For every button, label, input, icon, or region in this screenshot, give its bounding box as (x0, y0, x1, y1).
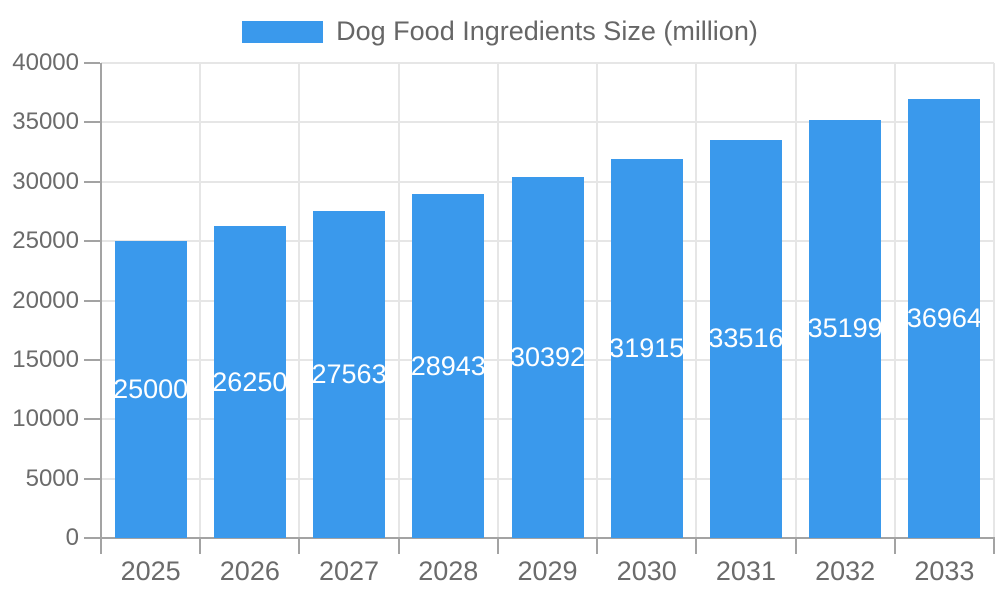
bar-value-label: 26250 (212, 366, 288, 397)
x-tick-mark (596, 538, 599, 554)
y-tick-mark (84, 358, 100, 361)
x-gridline (397, 63, 400, 538)
y-gridline (101, 121, 994, 124)
y-tick-label: 10000 (12, 405, 79, 433)
y-tick-label: 35000 (12, 108, 79, 136)
x-tick-mark (993, 538, 995, 554)
x-gridline (496, 63, 499, 538)
x-axis-category-label: 2032 (815, 556, 876, 586)
x-axis-category-label: 2025 (120, 556, 181, 586)
x-tick-mark (100, 538, 102, 554)
x-tick-mark (199, 538, 202, 554)
x-tick-mark (298, 538, 301, 554)
y-tick-mark (84, 180, 100, 183)
bar-value-label: 30392 (509, 342, 586, 373)
bar-value-label: 35199 (807, 313, 883, 344)
x-gridline (794, 63, 797, 538)
bar[interactable]: 31915 (609, 159, 685, 538)
x-tick-mark (695, 538, 698, 554)
bar-value-label: 36964 (906, 303, 982, 334)
bar-value-label: 27563 (311, 358, 387, 389)
x-axis-line (100, 537, 995, 539)
y-tick-mark (84, 418, 100, 421)
bar[interactable]: 36964 (906, 99, 982, 538)
y-tick-label: 25000 (12, 227, 79, 255)
bar[interactable]: 26250 (212, 226, 288, 538)
x-axis-category-label: 2030 (616, 556, 677, 586)
legend-item[interactable]: Dog Food Ingredients Size (million) (0, 18, 1000, 45)
bar-value-label: 31915 (609, 332, 685, 363)
y-tick-label: 0 (65, 524, 79, 551)
y-gridline (101, 62, 994, 64)
y-tick-label: 20000 (12, 286, 79, 314)
x-axis-category-label: 2031 (715, 556, 776, 586)
x-axis-category-label: 2028 (418, 556, 479, 586)
x-tick-mark (397, 538, 400, 554)
bar[interactable]: 25000 (113, 241, 189, 538)
y-tick-mark (84, 537, 100, 539)
bar-value-label: 25000 (113, 374, 189, 405)
x-gridline (695, 63, 698, 538)
y-tick-label: 15000 (12, 345, 79, 373)
y-tick-mark (84, 62, 100, 64)
bar[interactable]: 28943 (410, 194, 486, 538)
y-tick-mark (84, 121, 100, 124)
bar-value-label: 33516 (708, 323, 784, 354)
x-gridline (596, 63, 599, 538)
bar[interactable]: 33516 (708, 139, 784, 538)
x-gridline (199, 63, 202, 538)
bar[interactable]: 30392 (509, 177, 586, 538)
legend-swatch-icon (242, 20, 324, 43)
x-tick-mark (496, 538, 499, 554)
x-tick-mark (893, 538, 896, 554)
y-tick-label: 40000 (12, 49, 79, 76)
y-tick-mark (84, 240, 100, 243)
x-axis-category-label: 2027 (319, 556, 380, 586)
y-axis-line (100, 63, 102, 538)
x-axis-category-label: 2033 (914, 556, 975, 586)
bar[interactable]: 27563 (311, 210, 387, 538)
x-gridline (298, 63, 301, 538)
legend-label: Dog Food Ingredients Size (million) (336, 16, 758, 46)
x-axis-category-label: 2026 (219, 556, 280, 586)
y-tick-mark (84, 477, 100, 480)
bar[interactable]: 35199 (807, 120, 883, 538)
y-tick-mark (84, 299, 100, 302)
x-gridline (993, 63, 995, 538)
x-axis-category-label: 2029 (517, 556, 578, 586)
y-tick-label: 30000 (12, 167, 79, 195)
bar-value-label: 28943 (410, 350, 486, 381)
x-gridline (893, 63, 896, 538)
y-tick-label: 5000 (25, 464, 79, 492)
x-tick-mark (794, 538, 797, 554)
